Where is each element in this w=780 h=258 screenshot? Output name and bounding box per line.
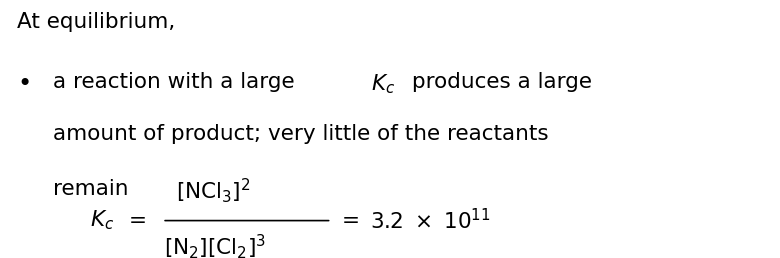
Text: =: = <box>342 211 360 231</box>
Text: =: = <box>129 211 147 231</box>
Text: produces a large: produces a large <box>405 72 592 92</box>
Text: $\mathsf{3.2\ \times\ 10^{11}}$: $\mathsf{3.2\ \times\ 10^{11}}$ <box>370 208 491 233</box>
Text: $\mathit{K}_\mathit{c}$: $\mathit{K}_\mathit{c}$ <box>90 209 114 232</box>
Text: $\mathsf{[N_2][Cl_2]^3}$: $\mathsf{[N_2][Cl_2]^3}$ <box>164 232 266 258</box>
Text: $\mathsf{[NCl_3]^2}$: $\mathsf{[NCl_3]^2}$ <box>176 176 250 205</box>
Text: $\mathit{K}_\mathit{c}$: $\mathit{K}_\mathit{c}$ <box>371 72 395 96</box>
Text: At equilibrium,: At equilibrium, <box>17 12 176 32</box>
Text: •: • <box>17 72 31 96</box>
Text: amount of product; very little of the reactants: amount of product; very little of the re… <box>53 124 548 144</box>
Text: a reaction with a large: a reaction with a large <box>53 72 302 92</box>
Text: remain: remain <box>53 179 129 199</box>
